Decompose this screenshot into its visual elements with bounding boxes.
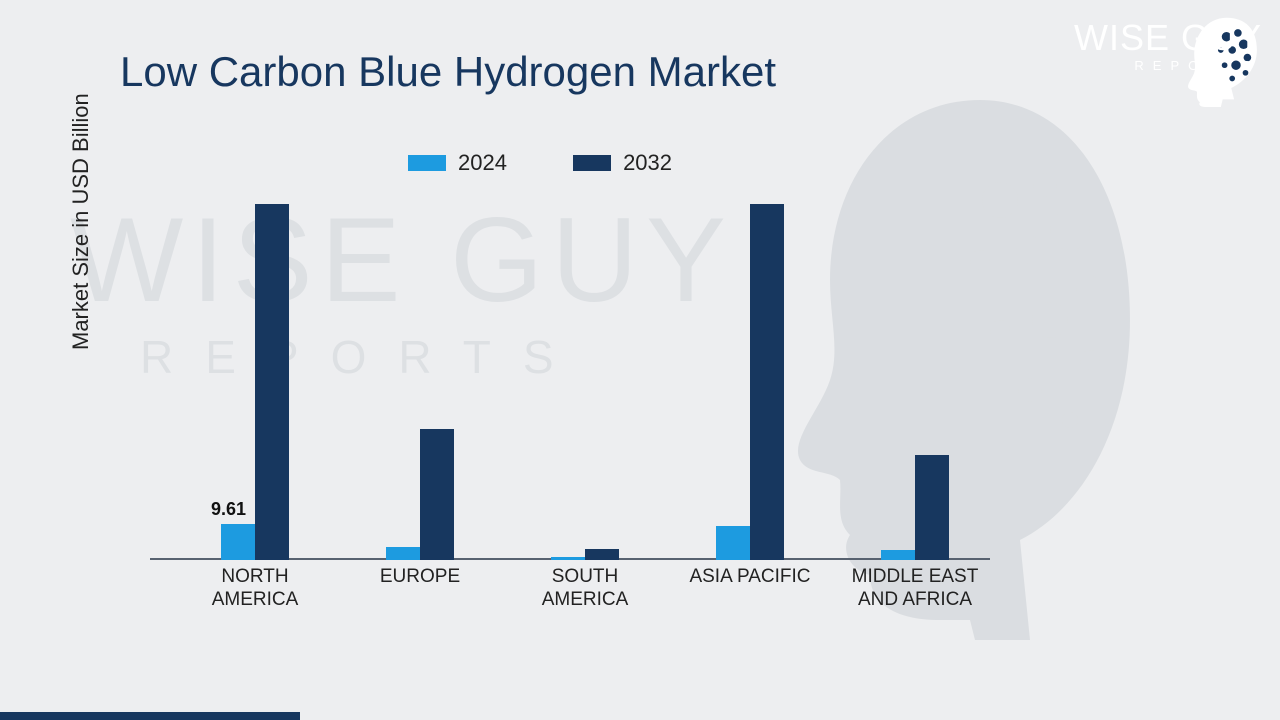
legend-label-2032: 2032 <box>623 150 672 176</box>
legend: 2024 2032 <box>60 150 1020 177</box>
bar-2032 <box>420 429 454 560</box>
legend-label-2024: 2024 <box>458 150 507 176</box>
y-axis-label: Market Size in USD Billion <box>68 93 94 350</box>
category-label: MIDDLE EAST AND AFRICA <box>840 560 990 612</box>
bar-2032 <box>750 204 784 560</box>
bar-pair <box>386 429 454 560</box>
bar-2032 <box>255 204 289 560</box>
bar-pair <box>716 204 784 560</box>
chart-area: Market Size in USD Billion 2024 2032 NOR… <box>60 150 1020 690</box>
bar-2024 <box>716 526 750 560</box>
bar-2024 <box>221 524 255 560</box>
legend-item-2032: 2032 <box>573 150 672 176</box>
legend-swatch-2032 <box>573 155 611 171</box>
brand-main: WISE GUY <box>1074 20 1262 56</box>
brand-logo: WISE GUY REPORTS <box>1074 20 1262 73</box>
bar-2032 <box>585 549 619 560</box>
brand-sub: REPORTS <box>1074 58 1262 73</box>
bottom-accent-bar <box>0 712 300 720</box>
page-root: WISE GUY REPORTS Low Carbon Blue Hydroge… <box>0 0 1280 720</box>
category-label: ASIA PACIFIC <box>675 560 825 589</box>
category-label: SOUTH AMERICA <box>510 560 660 612</box>
plot-area: NORTH AMERICA9.61EUROPESOUTH AMERICAASIA… <box>150 200 990 560</box>
bar-pair <box>881 455 949 560</box>
chart-title: Low Carbon Blue Hydrogen Market <box>120 48 776 96</box>
bar-2024 <box>881 550 915 561</box>
category-label: NORTH AMERICA <box>180 560 330 612</box>
value-label: 9.61 <box>211 499 246 520</box>
legend-swatch-2024 <box>408 155 446 171</box>
bar-pair <box>551 549 619 560</box>
bar-2032 <box>915 455 949 560</box>
bar-2024 <box>386 547 420 560</box>
category-label: EUROPE <box>345 560 495 589</box>
legend-item-2024: 2024 <box>408 150 507 176</box>
